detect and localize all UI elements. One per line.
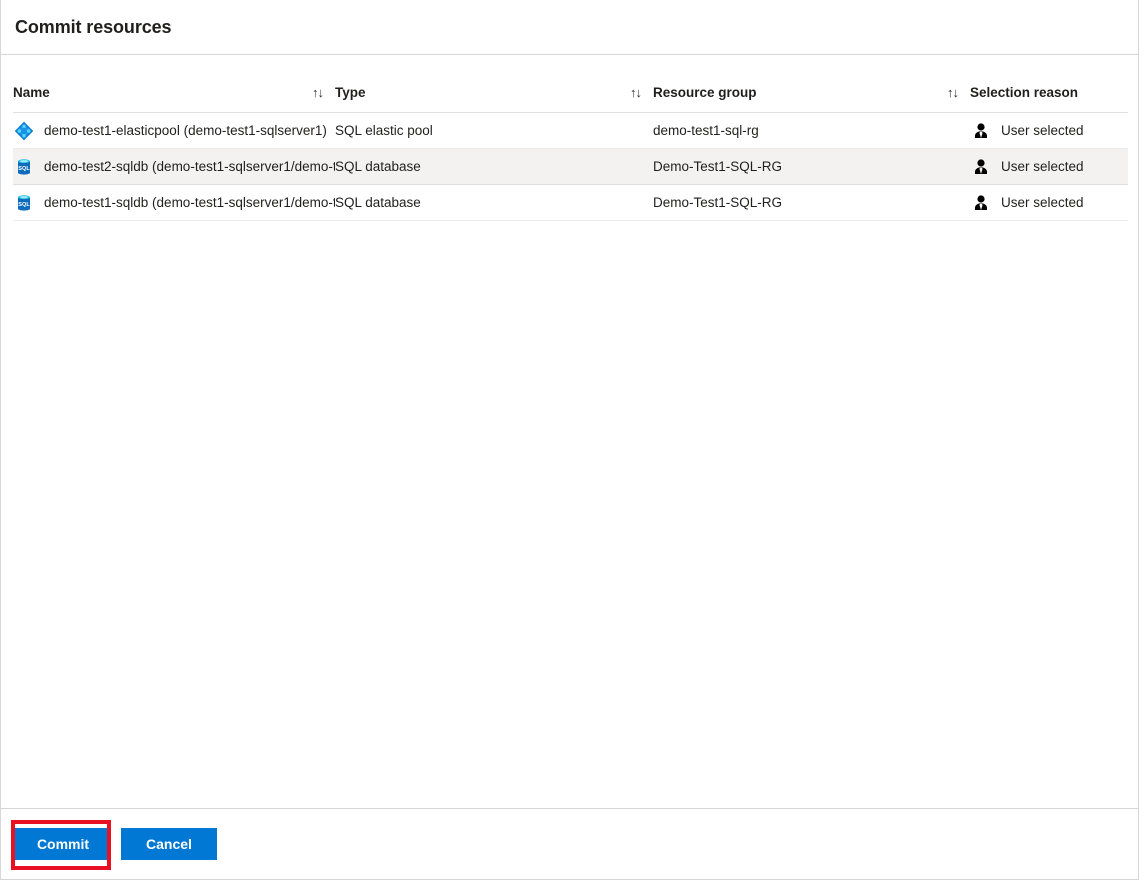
cell-type: SQL database [335,148,653,185]
resource-type: SQL elastic pool [335,123,433,138]
resources-table: Name ↑↓ Type ↑↓ Resource [13,85,1128,221]
cell-type: SQL elastic pool [335,112,653,149]
blade-footer: Commit Cancel [0,808,1139,880]
commit-button[interactable]: Commit [15,828,111,860]
sql-database-icon: SQL [13,192,35,214]
cell-resource-group: Demo-Test1-SQL-RG [653,184,970,221]
selection-reason: User selected [1001,123,1084,138]
column-header-resource-group[interactable]: Resource group ↑↓ [653,85,970,113]
table-header-row: Name ↑↓ Type ↑↓ Resource [13,85,1128,113]
resource-group: Demo-Test1-SQL-RG [653,195,783,210]
column-header-resource-group-label: Resource group [653,85,757,100]
user-icon [970,192,992,214]
user-icon [970,120,992,142]
resource-group: demo-test1-sql-rg [653,123,759,138]
resource-type: SQL database [335,159,421,174]
column-header-name-label: Name [13,85,50,100]
selection-reason: User selected [1001,159,1084,174]
column-header-selection-reason: Selection reason [970,85,1128,113]
sort-arrows-icon[interactable]: ↑↓ [630,85,642,100]
table-row[interactable]: SQL demo-test2-sqldb (demo-test1-sqlserv… [13,148,1128,185]
resource-type: SQL database [335,195,421,210]
svg-text:SQL: SQL [18,202,30,208]
column-header-name[interactable]: Name ↑↓ [13,85,335,113]
cell-resource-group: demo-test1-sql-rg [653,112,970,149]
resources-grid: Name ↑↓ Type ↑↓ Resource [1,85,1138,221]
resource-name: demo-test1-elasticpool (demo-test1-sqlse… [44,123,327,138]
resource-name: demo-test2-sqldb (demo-test1-sqlserver1/… [44,159,335,174]
resource-name: demo-test1-sqldb (demo-test1-sqlserver1/… [44,195,335,210]
column-header-type-label: Type [335,85,366,100]
cancel-button[interactable]: Cancel [121,828,217,860]
table-row[interactable]: SQL demo-test1-sqldb (demo-test1-sqlserv… [13,184,1128,221]
cell-selection-reason: User selected [970,112,1128,149]
cell-selection-reason: User selected [970,148,1128,185]
cell-type: SQL database [335,184,653,221]
cell-name: SQL demo-test2-sqldb (demo-test1-sqlserv… [13,148,335,185]
table-body: demo-test1-elasticpool (demo-test1-sqlse… [13,112,1128,221]
cell-resource-group: Demo-Test1-SQL-RG [653,148,970,185]
cell-name: demo-test1-elasticpool (demo-test1-sqlse… [13,112,335,149]
page-title: Commit resources [15,17,172,37]
sort-arrows-icon[interactable]: ↑↓ [947,85,959,100]
svg-text:SQL: SQL [18,166,30,172]
column-header-type[interactable]: Type ↑↓ [335,85,653,113]
cell-selection-reason: User selected [970,184,1128,221]
cell-name: SQL demo-test1-sqldb (demo-test1-sqlserv… [13,184,335,221]
table-row[interactable]: demo-test1-elasticpool (demo-test1-sqlse… [13,112,1128,149]
column-header-selection-reason-label: Selection reason [970,85,1079,100]
sort-arrows-icon[interactable]: ↑↓ [312,85,324,100]
blade-title-bar: Commit resources [0,0,1139,55]
blade-content: Name ↑↓ Type ↑↓ Resource [0,55,1139,808]
resource-group: Demo-Test1-SQL-RG [653,159,783,174]
user-icon [970,156,992,178]
selection-reason: User selected [1001,195,1084,210]
sql-elastic-pool-icon [13,120,35,142]
sql-database-icon: SQL [13,156,35,178]
